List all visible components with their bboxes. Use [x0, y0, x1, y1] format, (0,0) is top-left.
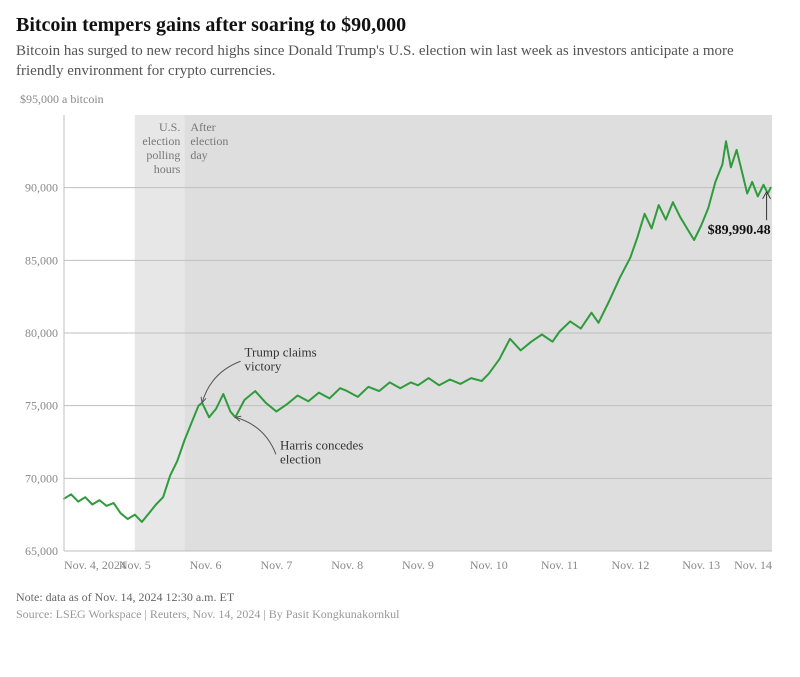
polling-hours-label: election: [142, 134, 180, 148]
chart-subtitle: Bitcoin has surged to new record highs s…: [16, 41, 784, 82]
y-tick-label: 85,000: [25, 253, 58, 267]
annotation-trump: Trump claims: [245, 344, 317, 359]
annotation-harris: Harris concedes: [280, 437, 363, 452]
after-election-label: election: [190, 134, 228, 148]
y-tick-label: 70,000: [25, 471, 58, 485]
polling-hours-label: hours: [154, 162, 181, 176]
x-tick-label: Nov. 14: [734, 558, 772, 572]
annotation-harris: election: [280, 451, 322, 466]
y-axis-unit-label: $95,000 a bitcoin: [20, 92, 784, 107]
chart-note: Note: data as of Nov. 14, 2024 12:30 a.m…: [16, 590, 784, 605]
polling-hours-label: U.S.: [159, 120, 180, 134]
y-tick-label: 80,000: [25, 326, 58, 340]
x-tick-label: Nov. 5: [119, 558, 151, 572]
after-election-label: After: [190, 120, 215, 134]
x-tick-label: Nov. 12: [611, 558, 649, 572]
x-tick-label: Nov. 13: [682, 558, 720, 572]
x-tick-label: Nov. 9: [402, 558, 434, 572]
chart-container: 65,000 70,000 75,000 80,000 85,000 90,000 Nov.…: [16, 109, 784, 584]
x-tick-label: Nov. 6: [190, 558, 222, 572]
x-tick-label: Nov. 10: [470, 558, 508, 572]
x-tick-label: Nov. 11: [541, 558, 578, 572]
polling-hours-label: polling: [146, 148, 180, 162]
x-tick-label: Nov. 8: [331, 558, 363, 572]
annotation-trump: victory: [245, 358, 282, 373]
x-tick-label: Nov. 4, 2024: [64, 558, 126, 572]
y-tick-label: 90,000: [25, 180, 58, 194]
chart-title: Bitcoin tempers gains after soaring to $…: [16, 14, 784, 37]
chart-source: Source: LSEG Workspace | Reuters, Nov. 1…: [16, 607, 784, 622]
y-tick-label: 75,000: [25, 398, 58, 412]
x-tick-label: Nov. 7: [260, 558, 292, 572]
y-tick-label: 65,000: [25, 544, 58, 558]
bitcoin-price-chart: 65,000 70,000 75,000 80,000 85,000 90,000 Nov.…: [16, 109, 784, 579]
after-election-label: day: [190, 148, 207, 162]
last-value-label: $89,990.48: [708, 223, 771, 238]
